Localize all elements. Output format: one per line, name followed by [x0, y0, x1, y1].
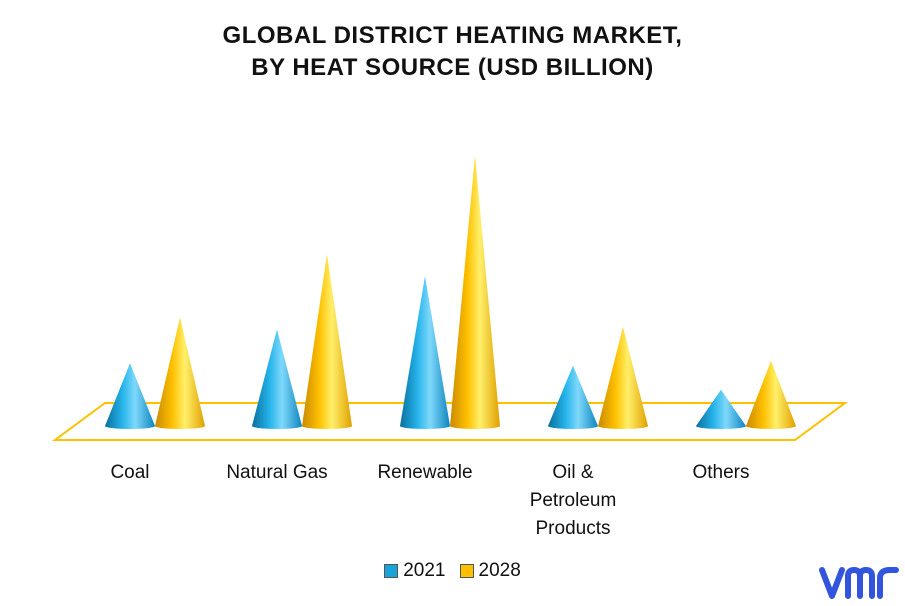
- legend-item-2028: 2028: [459, 560, 521, 582]
- cone-2028-2: [450, 155, 500, 430]
- legend-label-2028: 2028: [478, 560, 521, 581]
- cone-2028-3: [598, 326, 648, 429]
- cone-2028-4: [746, 360, 796, 429]
- category-label-0: Coal: [110, 462, 149, 483]
- legend-swatch-2028: [459, 564, 474, 578]
- legend-item-2021: 2021: [384, 560, 446, 582]
- chart-floor: [51, 402, 849, 441]
- chart-title: GLOBAL DISTRICT HEATING MARKET, BY HEAT …: [0, 20, 905, 84]
- category-label-1: Natural Gas: [226, 462, 327, 483]
- category-label-3: Oil & Petroleum Products: [530, 462, 617, 539]
- chart-title-line-1: GLOBAL DISTRICT HEATING MARKET,: [222, 22, 683, 49]
- legend: 2021 2028: [0, 560, 905, 582]
- cone-2021-3: [548, 365, 598, 429]
- cone-2028-1: [302, 254, 352, 429]
- cone-2021-1: [252, 329, 302, 429]
- chart-title-line-2: BY HEAT SOURCE (USD BILLION): [251, 54, 654, 81]
- cone-2021-0: [105, 363, 155, 429]
- legend-swatch-2021: [384, 564, 399, 578]
- category-label-4: Others: [692, 462, 749, 483]
- category-label-2: Renewable: [377, 462, 472, 483]
- cone-2021-2: [400, 276, 450, 429]
- cone-marks: [105, 155, 796, 430]
- category-labels: Coal Natural Gas Renewable Oil & Petroleum Pr…: [110, 462, 749, 539]
- cone-2021-4: [696, 389, 746, 429]
- legend-label-2021: 2021: [403, 560, 446, 581]
- vmr-logo: [819, 566, 899, 599]
- cone-2028-0: [155, 317, 205, 429]
